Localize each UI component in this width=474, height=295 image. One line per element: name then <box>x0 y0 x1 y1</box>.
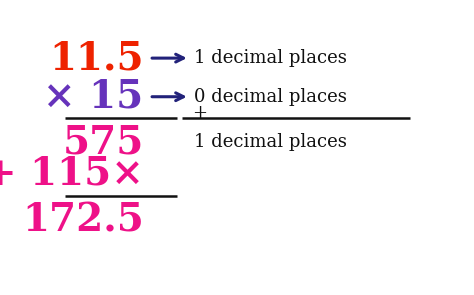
Text: 172.5: 172.5 <box>22 201 144 240</box>
Text: 1 decimal places: 1 decimal places <box>194 133 347 151</box>
Text: +: + <box>192 104 208 122</box>
Text: 575: 575 <box>63 123 144 161</box>
Text: × 15: × 15 <box>44 78 144 116</box>
Text: + 115×: + 115× <box>0 155 144 193</box>
Text: 11.5: 11.5 <box>49 39 144 77</box>
Text: 1 decimal places: 1 decimal places <box>194 49 347 67</box>
Text: 0 decimal places: 0 decimal places <box>194 88 347 106</box>
